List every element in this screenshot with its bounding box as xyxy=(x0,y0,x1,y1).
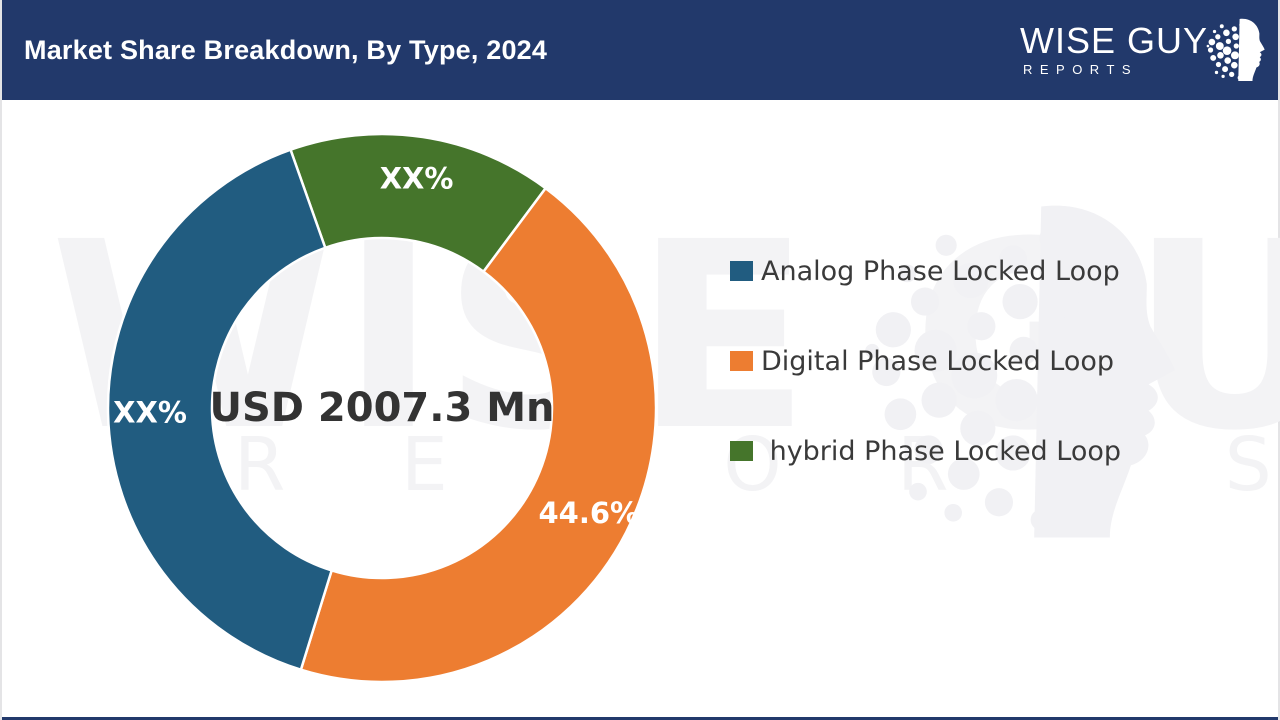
header: Market Share Breakdown, By Type, 2024 WI… xyxy=(2,0,1278,100)
pie-slice-analog-phase-locked-loop xyxy=(106,148,333,671)
donut-center-value: USD 2007.3 Mn xyxy=(209,385,555,431)
legend-swatch-analog xyxy=(730,261,753,281)
slice-label-digital-phase-locked-loop: 44.6% xyxy=(538,496,639,530)
legend-swatch-hybrid xyxy=(730,441,753,461)
donut-chart: XX% 44.6% XX% xyxy=(106,132,658,684)
legend-swatch-digital xyxy=(730,351,753,371)
logo-wiseguy-label: WISE GUY xyxy=(1019,20,1208,61)
slice-label-analog-phase-locked-loop: XX% xyxy=(113,396,187,430)
legend-label-hybrid: hybrid Phase Locked Loop xyxy=(761,435,1122,467)
logo-text: WISE GUY REPORTS xyxy=(1019,20,1208,78)
wise-guy-head-icon xyxy=(1206,18,1265,82)
slice-label-hybrid-phase-locked-loop: XX% xyxy=(380,162,454,196)
pie-slice-digital-phase-locked-loop xyxy=(299,186,658,684)
wise-guy-logo: WISE GUY REPORTS xyxy=(1020,6,1266,94)
legend-item-digital: Digital Phase Locked Loop xyxy=(730,345,1115,377)
bottom-bar xyxy=(2,717,1278,720)
legend-label-digital: Digital Phase Locked Loop xyxy=(761,345,1115,377)
legend-label-analog: Analog Phase Locked Loop xyxy=(761,255,1120,287)
logo-reports-label: REPORTS xyxy=(1022,62,1139,77)
page-title: Market Share Breakdown, By Type, 2024 xyxy=(24,34,548,65)
legend-item-analog: Analog Phase Locked Loop xyxy=(730,255,1120,287)
legend-item-hybrid: hybrid Phase Locked Loop xyxy=(730,435,1122,467)
